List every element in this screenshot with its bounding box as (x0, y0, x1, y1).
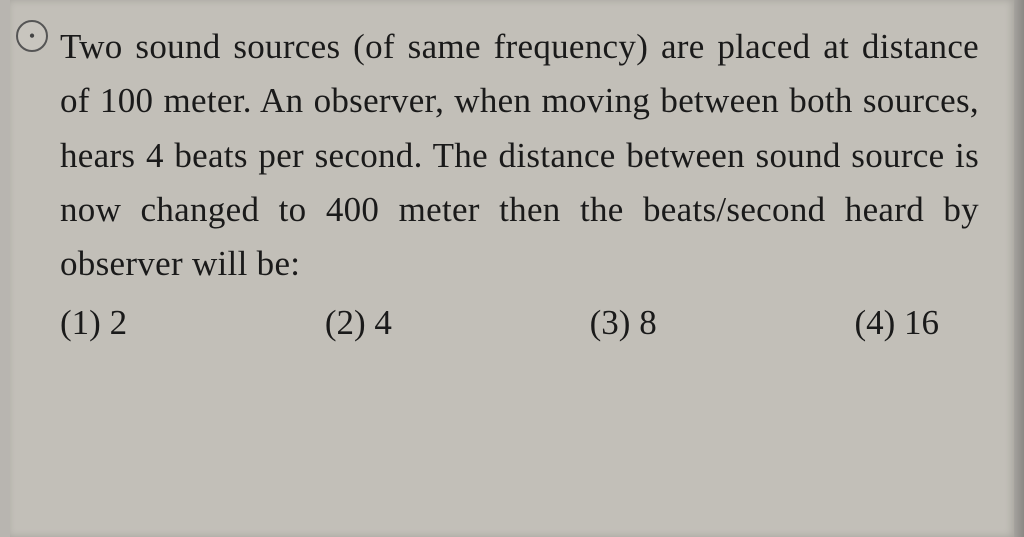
option-label: (2) (325, 303, 366, 342)
option-value: 2 (110, 303, 128, 342)
option-label: (4) (854, 303, 895, 342)
question-bullet: • (16, 20, 48, 52)
question-page: • Two sound sources (of same frequency) … (10, 0, 1014, 537)
option-label: (3) (590, 303, 631, 342)
option-1: (1) 2 (60, 303, 127, 343)
option-4: (4) 16 (854, 303, 939, 343)
page-edge-shadow (1014, 0, 1024, 537)
question-text: Two sound sources (of same frequency) ar… (60, 20, 979, 291)
options-row: (1) 2 (2) 4 (3) 8 (4) 16 (60, 303, 979, 343)
option-value: 16 (904, 303, 939, 342)
option-3: (3) 8 (590, 303, 657, 343)
option-label: (1) (60, 303, 101, 342)
option-value: 4 (374, 303, 392, 342)
option-value: 8 (639, 303, 657, 342)
bullet-symbol: • (29, 26, 35, 47)
option-2: (2) 4 (325, 303, 392, 343)
